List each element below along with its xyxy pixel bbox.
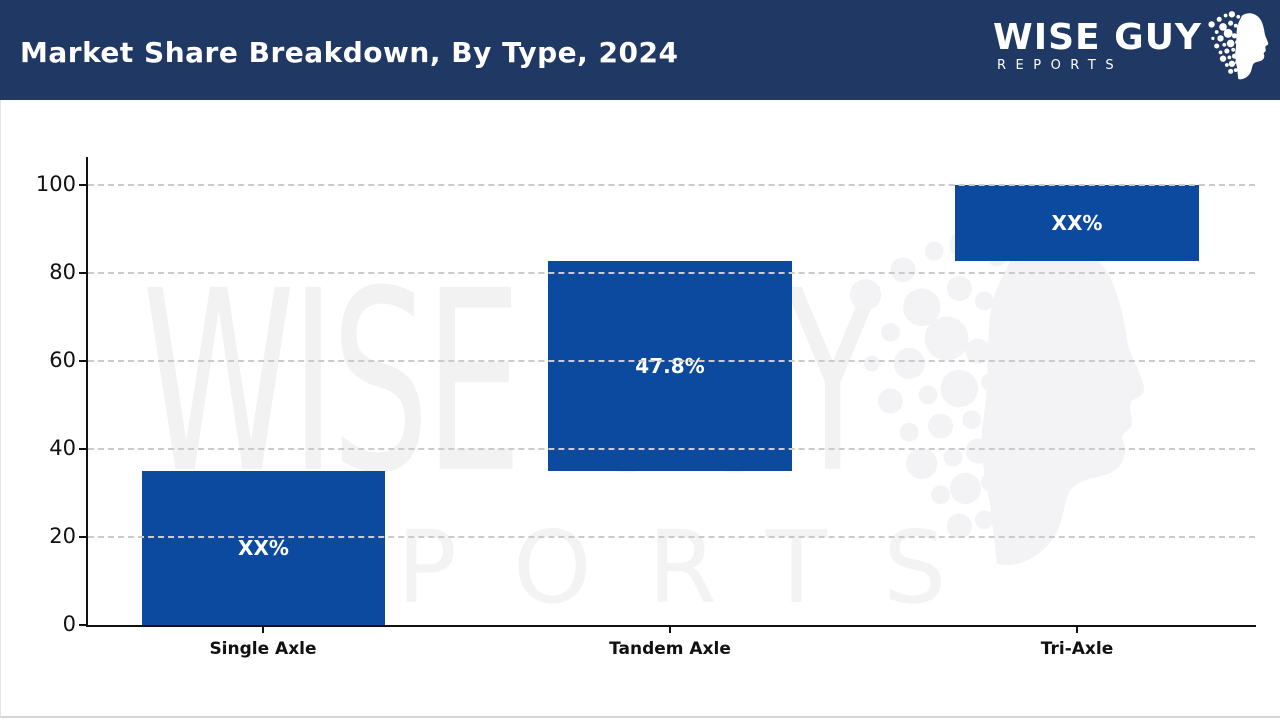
bar-value-label: XX% xyxy=(1051,211,1103,235)
gridline xyxy=(88,448,1255,450)
bar-single-axle: XX% xyxy=(142,471,385,625)
y-tick-label: 40 xyxy=(49,436,76,460)
y-tick-label: 80 xyxy=(49,260,76,284)
x-axis-category-label: Single Axle xyxy=(209,639,317,659)
y-tick-label: 100 xyxy=(35,172,76,196)
y-tick xyxy=(79,448,87,450)
y-tick xyxy=(79,184,87,186)
logo-wiseguy-label: WISE GUY xyxy=(992,17,1202,59)
y-axis-line xyxy=(86,157,88,627)
bar-value-label: 47.8% xyxy=(635,354,705,378)
x-tick xyxy=(669,627,671,633)
y-tick-label: 20 xyxy=(49,524,76,548)
gridline xyxy=(88,360,1255,362)
wise-guy-logo-text: WISE GUY REPORTS xyxy=(993,19,1202,73)
x-tick xyxy=(262,627,264,633)
y-tick xyxy=(79,536,87,538)
header-banner: Market Share Breakdown, By Type, 2024 WI… xyxy=(0,0,1280,100)
left-border-line xyxy=(0,100,1,717)
wise-guy-head-icon xyxy=(1208,11,1269,80)
y-tick xyxy=(79,360,87,362)
x-axis-category-label: Tandem Axle xyxy=(609,639,731,659)
y-tick-label: 0 xyxy=(62,612,76,636)
x-axis-category-label: Tri-Axle xyxy=(1040,639,1114,659)
wise-guy-logo: WISE GUY REPORTS xyxy=(993,8,1270,84)
bar-value-label: XX% xyxy=(238,536,289,560)
bottom-border-line xyxy=(0,716,1280,718)
gridline xyxy=(88,272,1255,274)
logo-reports-label: REPORTS xyxy=(996,57,1124,73)
bar-tri-axle: XX% xyxy=(955,185,1199,261)
page-title: Market Share Breakdown, By Type, 2024 xyxy=(20,36,679,69)
x-axis-line xyxy=(86,625,1256,627)
y-tick xyxy=(79,624,87,626)
y-tick xyxy=(79,272,87,274)
gridline xyxy=(88,184,1255,186)
gridline xyxy=(88,536,1255,538)
y-tick-label: 60 xyxy=(49,348,76,372)
x-tick xyxy=(1076,627,1078,633)
bar-tandem-axle: 47.8% xyxy=(548,261,792,471)
watermark-head-icon xyxy=(849,229,1145,566)
